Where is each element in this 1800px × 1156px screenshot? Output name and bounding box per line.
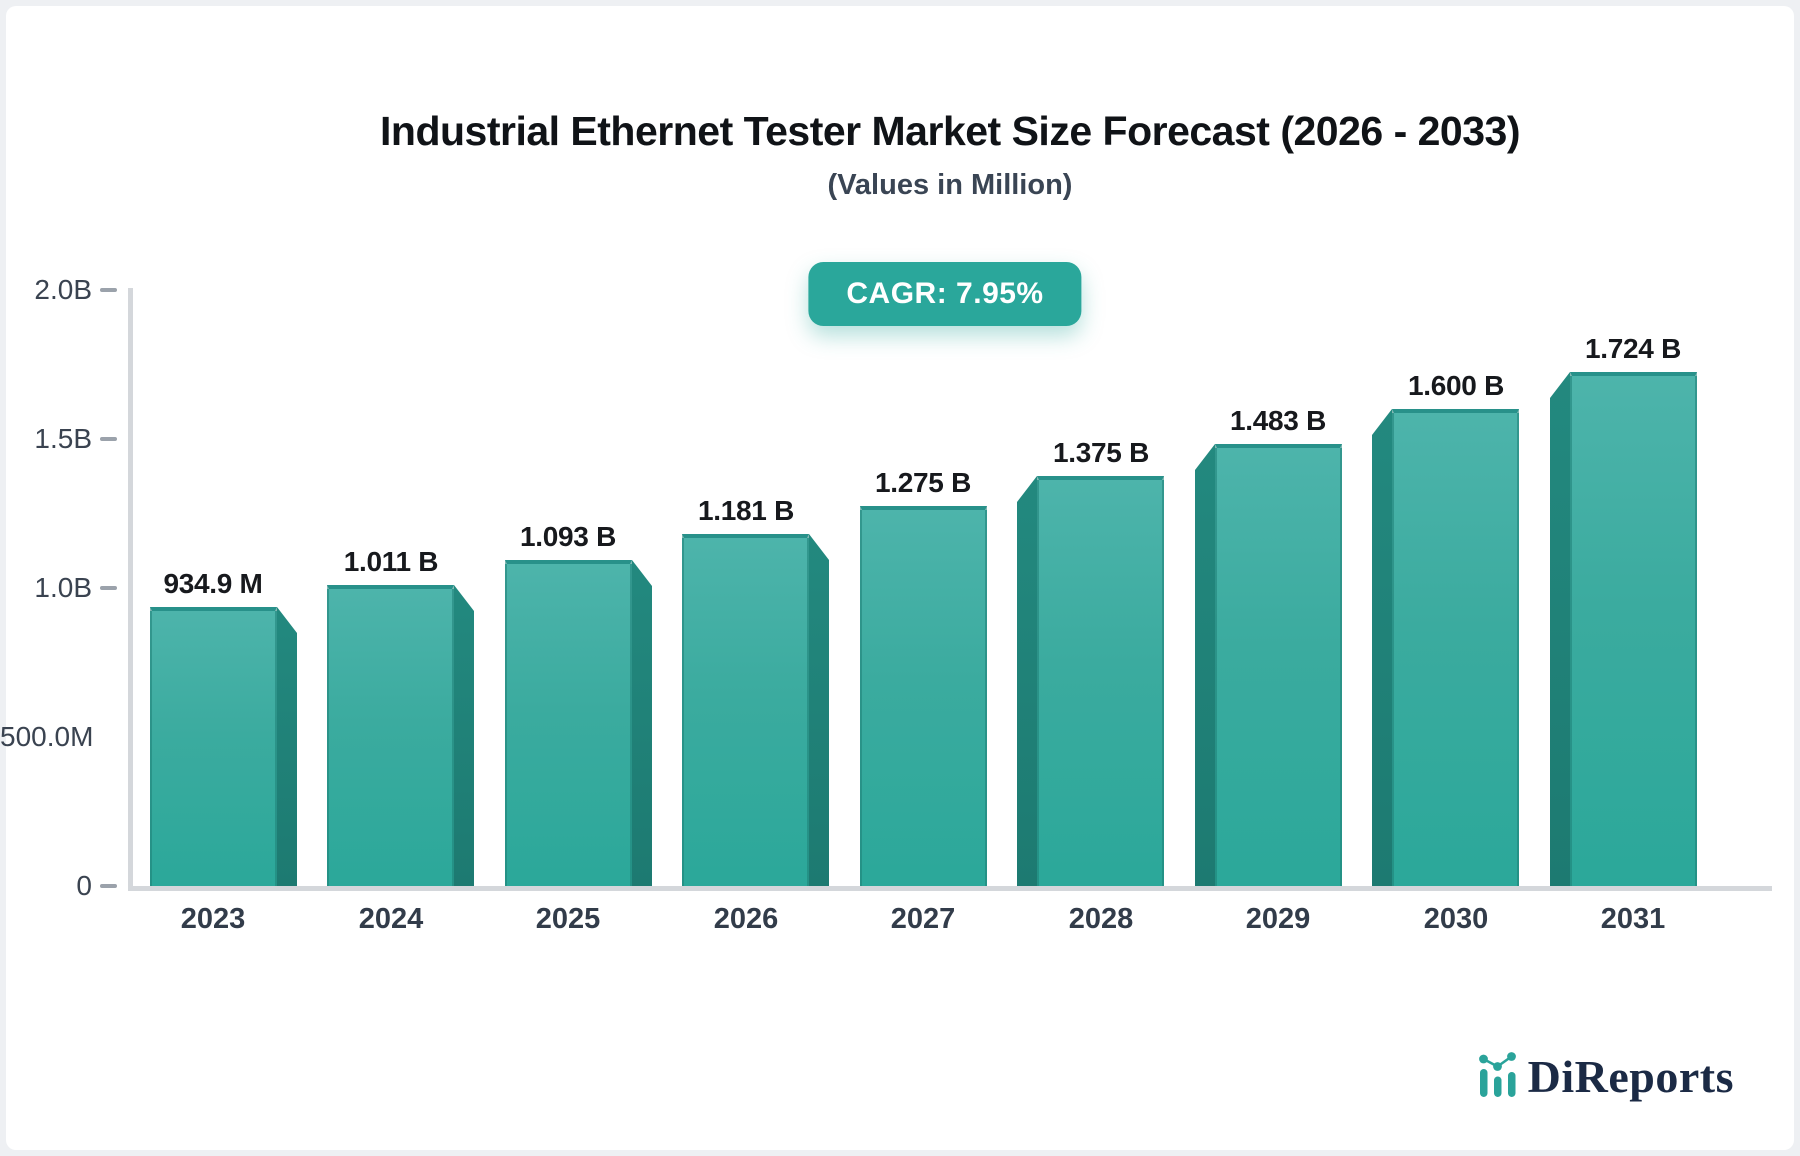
- bar-3d-side: [1017, 476, 1037, 886]
- x-axis-year-label: 2026: [713, 903, 779, 935]
- bar-2027[interactable]: [860, 506, 987, 886]
- bar-2023[interactable]: [150, 607, 277, 886]
- y-tick-label: 1.5B: [34, 423, 92, 454]
- x-axis-year-label: 2029: [1245, 903, 1311, 935]
- chart-subtitle: (Values in Million): [827, 169, 1073, 201]
- y-axis-line: [128, 288, 133, 891]
- bar-2029[interactable]: [1215, 444, 1342, 886]
- y-tick-dash: [100, 884, 117, 888]
- y-tick-label: 0: [76, 870, 92, 901]
- bar-2024[interactable]: [327, 585, 454, 886]
- x-axis-year-label: 2025: [535, 903, 601, 935]
- bar-value-label: 1.600 B: [1408, 370, 1504, 401]
- y-tick-label: 500.0M: [0, 721, 94, 752]
- y-tick-dash: [100, 437, 117, 441]
- bar-3d-side: [454, 585, 474, 886]
- bar-2026[interactable]: [682, 534, 809, 886]
- x-axis-year-label: 2030: [1423, 903, 1489, 935]
- bar-value-label: 1.275 B: [875, 467, 971, 498]
- bar-3d-side: [632, 560, 652, 886]
- x-axis-year-label: 2024: [358, 903, 424, 935]
- bar-value-label: 1.375 B: [1053, 437, 1149, 468]
- mini-bar-trend-icon: [1478, 1052, 1516, 1097]
- cagr-badge: CAGR: 7.95%: [808, 262, 1082, 326]
- y-tick-label: 1.0B: [34, 572, 92, 603]
- x-axis-year-label: 2028: [1068, 903, 1134, 935]
- chart-title: Industrial Ethernet Tester Market Size F…: [380, 108, 1520, 154]
- y-tick-dash: [100, 288, 117, 292]
- bar-3d-side: [1195, 444, 1215, 886]
- bar-value-label: 934.9 M: [163, 568, 263, 599]
- y-tick-label: 2.0B: [34, 274, 92, 305]
- bar-2028[interactable]: [1037, 476, 1164, 886]
- bar-3d-side: [277, 607, 297, 886]
- bar-value-label: 1.181 B: [698, 495, 794, 526]
- x-axis-year-label: 2031: [1600, 903, 1666, 935]
- bar-value-label: 1.011 B: [343, 546, 439, 577]
- bar-3d-side: [809, 534, 829, 886]
- bar-2030[interactable]: [1392, 409, 1519, 886]
- x-axis-year-label: 2023: [180, 903, 246, 935]
- bar-2031[interactable]: [1570, 372, 1697, 886]
- bar-value-label: 1.093 B: [520, 521, 616, 552]
- chart-header: Industrial Ethernet Tester Market Size F…: [128, 0, 1772, 202]
- x-axis-baseline: [128, 886, 1772, 891]
- bar-3d-side: [1550, 372, 1570, 886]
- y-tick-dash: [100, 586, 117, 590]
- brand-logo: DiReports: [1478, 1050, 1734, 1100]
- x-axis-year-label: 2027: [890, 903, 956, 935]
- bar-2025[interactable]: [505, 560, 632, 886]
- brand-name: DiReports: [1527, 1051, 1734, 1102]
- bar-3d-side: [1372, 409, 1392, 886]
- bar-value-label: 1.483 B: [1230, 405, 1326, 436]
- bar-value-label: 1.724 B: [1585, 333, 1681, 364]
